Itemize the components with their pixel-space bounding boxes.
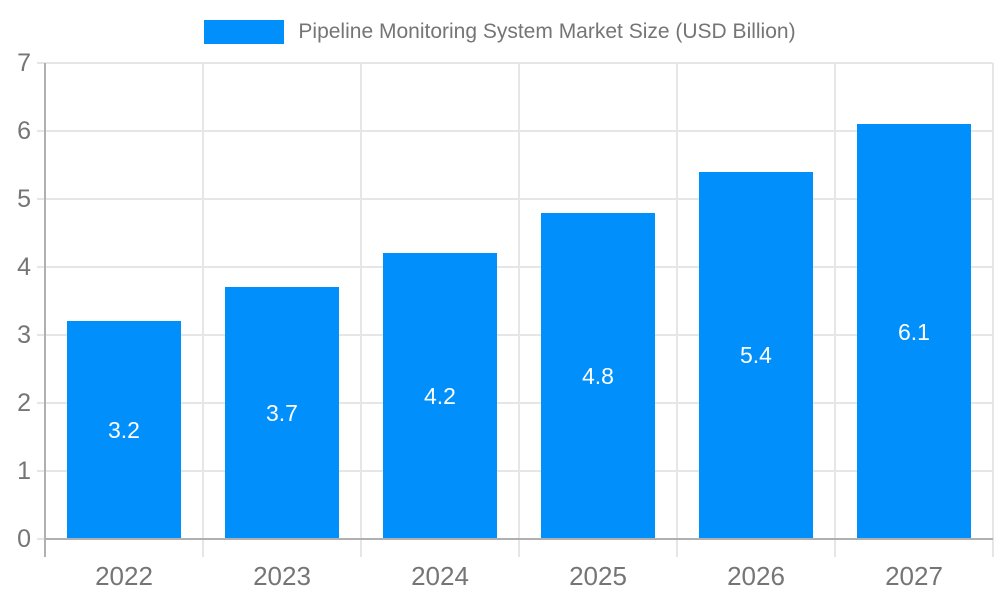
legend-item[interactable]: Pipeline Monitoring System Market Size (… (204, 20, 796, 44)
x-axis-label: 2024 (411, 561, 469, 591)
x-axis-label: 2023 (253, 561, 311, 591)
h-gridline (37, 130, 993, 132)
x-axis-label: 2027 (885, 561, 943, 591)
y-axis-label: 0 (17, 525, 31, 553)
y-axis-label: 1 (17, 457, 31, 485)
y-axis-label: 6 (17, 117, 31, 145)
bar[interactable] (67, 321, 181, 539)
v-gridline (518, 63, 520, 557)
y-axis-label: 3 (17, 321, 31, 349)
bar[interactable] (857, 124, 971, 539)
v-gridline (676, 63, 678, 557)
x-axis-label: 2026 (727, 561, 785, 591)
bar[interactable] (383, 253, 497, 539)
h-gridline (37, 266, 993, 268)
y-axis-line (44, 63, 46, 557)
y-axis-tick (37, 538, 45, 540)
y-axis-label: 5 (17, 185, 31, 213)
v-gridline (202, 63, 204, 557)
h-gridline (37, 198, 993, 200)
legend-label: Pipeline Monitoring System Market Size (… (298, 20, 796, 43)
v-gridline (992, 63, 994, 557)
v-gridline (360, 63, 362, 557)
bar-value-label: 3.2 (108, 417, 140, 444)
h-gridline (37, 62, 993, 64)
v-gridline (834, 63, 836, 557)
bar[interactable] (699, 171, 813, 539)
x-axis-label: 2022 (95, 561, 153, 591)
y-axis-label: 4 (17, 253, 31, 281)
x-axis-line (45, 538, 993, 540)
chart-legend: Pipeline Monitoring System Market Size (… (0, 20, 1000, 44)
bar-value-label: 4.8 (582, 362, 614, 389)
h-gridline (37, 334, 993, 336)
h-gridline (37, 402, 993, 404)
bar[interactable] (225, 287, 339, 539)
bar[interactable] (541, 212, 655, 539)
y-axis-label: 2 (17, 389, 31, 417)
h-gridline (37, 470, 993, 472)
bar-value-label: 6.1 (898, 318, 930, 345)
bar-value-label: 5.4 (740, 342, 772, 369)
x-axis-label: 2025 (569, 561, 627, 591)
y-axis-label: 7 (17, 49, 31, 77)
legend-swatch-icon (204, 20, 285, 44)
bar-value-label: 3.7 (266, 400, 298, 427)
bar-value-label: 4.2 (424, 383, 456, 410)
